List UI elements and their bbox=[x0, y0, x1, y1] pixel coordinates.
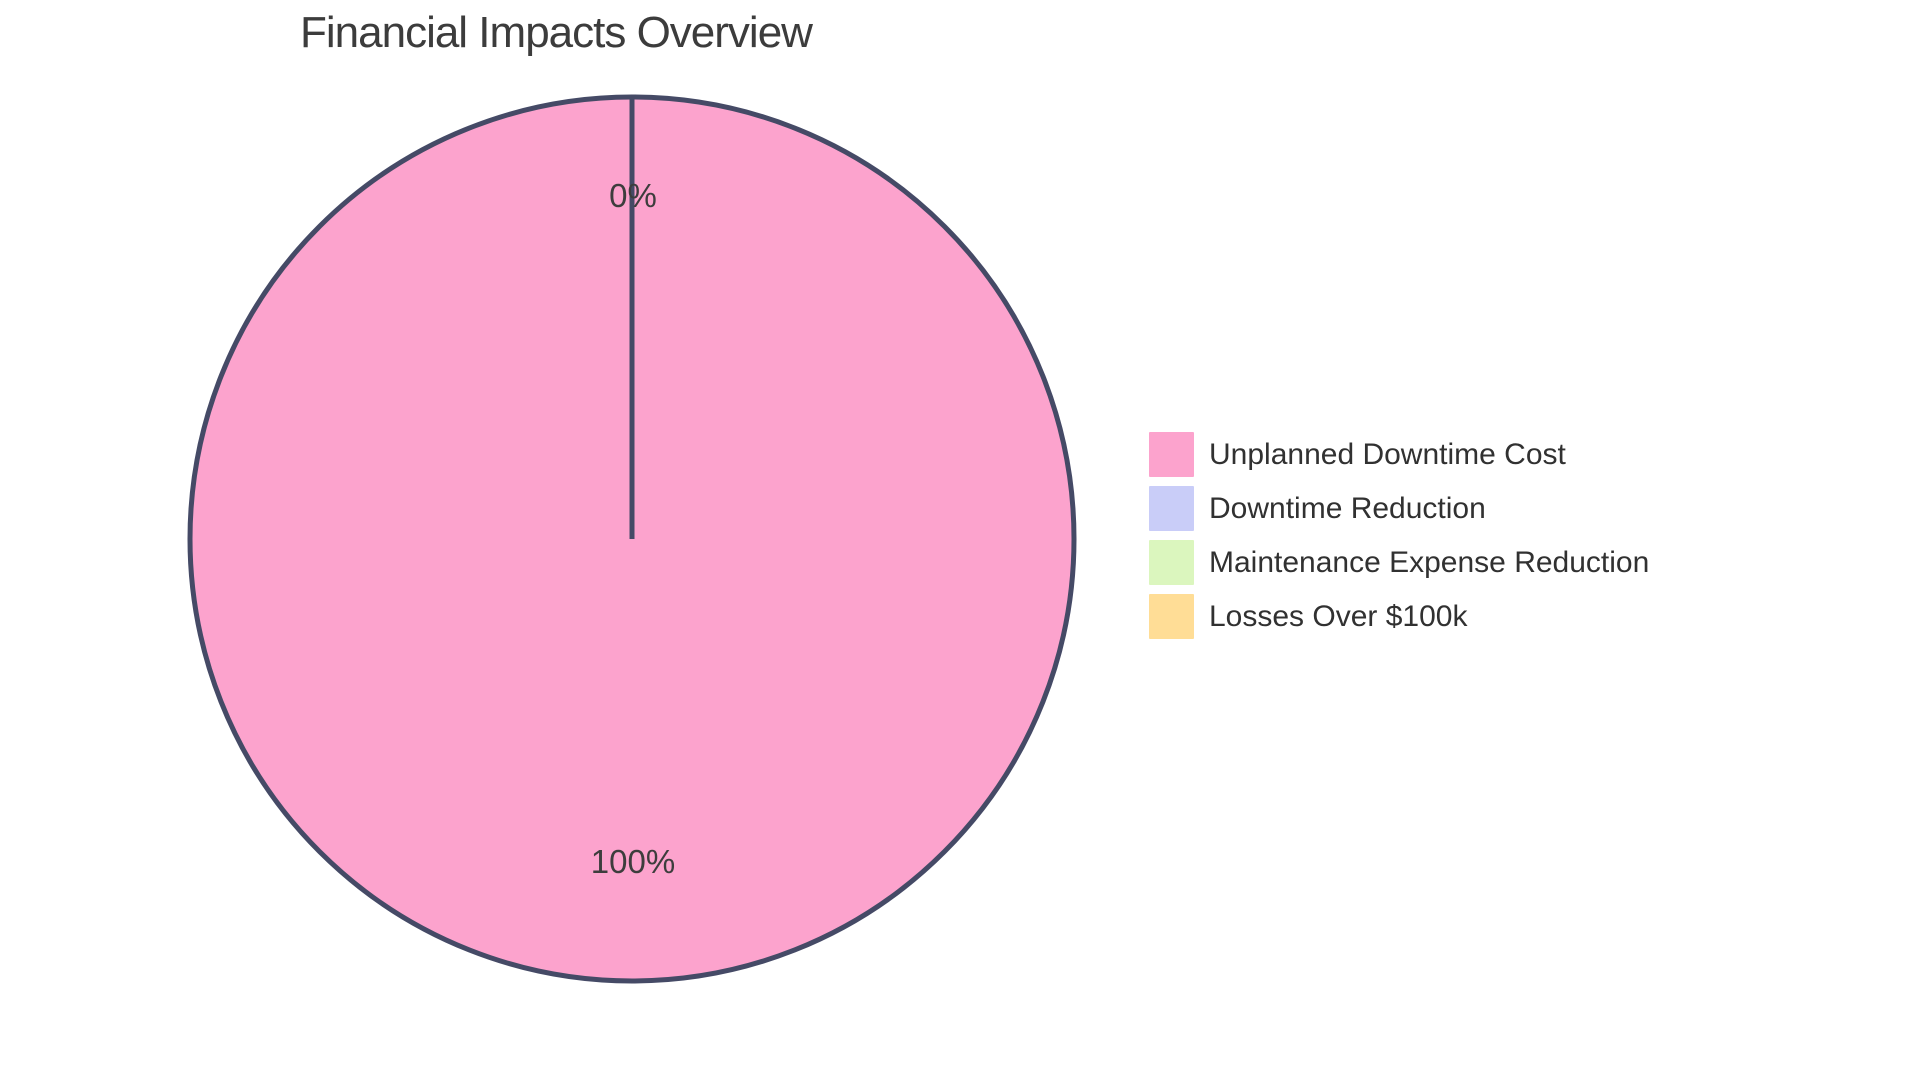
legend-label: Maintenance Expense Reduction bbox=[1209, 545, 1650, 579]
legend: Unplanned Downtime Cost Downtime Reducti… bbox=[1149, 432, 1649, 639]
swatch-rect bbox=[1149, 486, 1194, 531]
legend-item-unplanned-downtime-cost: Unplanned Downtime Cost bbox=[1149, 432, 1649, 477]
legend-swatch-downtime-reduction bbox=[1149, 486, 1194, 531]
pie-label-hundred-percent: 100% bbox=[590, 843, 676, 880]
chart-title: Financial Impacts Overview bbox=[300, 8, 813, 57]
legend-swatch-unplanned-downtime-cost bbox=[1149, 432, 1194, 477]
pie-label-zero-percent: 0% bbox=[609, 177, 657, 214]
swatch-rect bbox=[1149, 540, 1194, 585]
legend-label: Unplanned Downtime Cost bbox=[1209, 437, 1566, 471]
swatch-rect bbox=[1149, 432, 1194, 477]
legend-item-downtime-reduction: Downtime Reduction bbox=[1149, 486, 1649, 531]
legend-label: Losses Over $100k bbox=[1209, 599, 1468, 633]
legend-item-losses-over-100k: Losses Over $100k bbox=[1149, 594, 1649, 639]
swatch-rect bbox=[1149, 594, 1194, 639]
legend-swatch-losses-over-100k bbox=[1149, 594, 1194, 639]
legend-item-maintenance-expense-reduction: Maintenance Expense Reduction bbox=[1149, 540, 1649, 585]
legend-label: Downtime Reduction bbox=[1209, 491, 1486, 525]
legend-swatch-maintenance-expense-reduction bbox=[1149, 540, 1194, 585]
